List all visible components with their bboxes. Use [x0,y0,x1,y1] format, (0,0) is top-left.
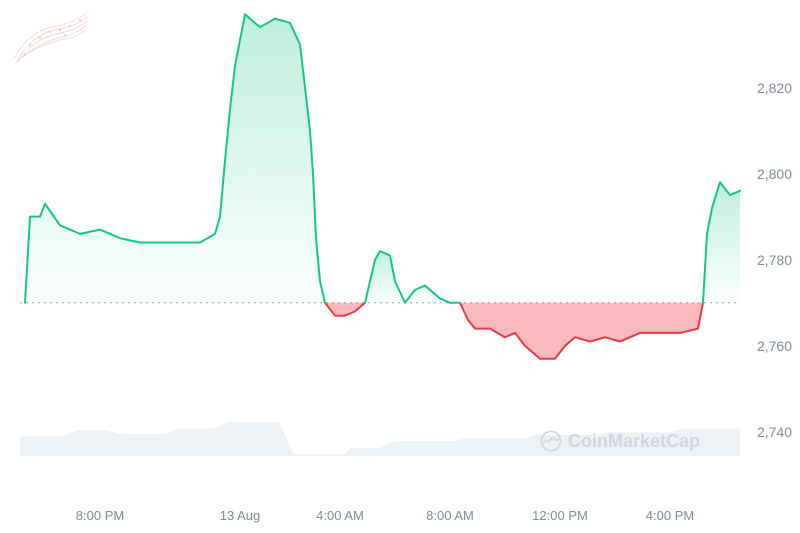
y-tick-label: 2,820 [757,80,792,96]
x-tick-label: 13 Aug [220,508,261,523]
y-tick-label: 2,740 [757,424,792,440]
watermark-text: CoinMarketCap [568,431,700,452]
x-tick-label: 4:00 AM [316,508,364,523]
y-tick-label: 2,780 [757,252,792,268]
x-tick-label: 8:00 AM [426,508,474,523]
above-baseline-fill [365,251,460,303]
x-tick-label: 8:00 PM [76,508,124,523]
y-tick-label: 2,760 [757,338,792,354]
x-tick-label: 4:00 PM [646,508,694,523]
y-tick-label: 2,800 [757,166,792,182]
price-chart: CoinMarketCap 2,7402,7602,7802,8002,820 … [0,0,800,533]
x-tick-label: 12:00 PM [532,508,588,523]
decorative-swirl [10,10,100,70]
above-baseline-fill [703,182,740,303]
coinmarketcap-watermark: CoinMarketCap [540,430,700,452]
below-baseline-fill [460,303,703,359]
chart-plot-area [0,0,800,533]
coinmarketcap-icon [540,430,562,452]
